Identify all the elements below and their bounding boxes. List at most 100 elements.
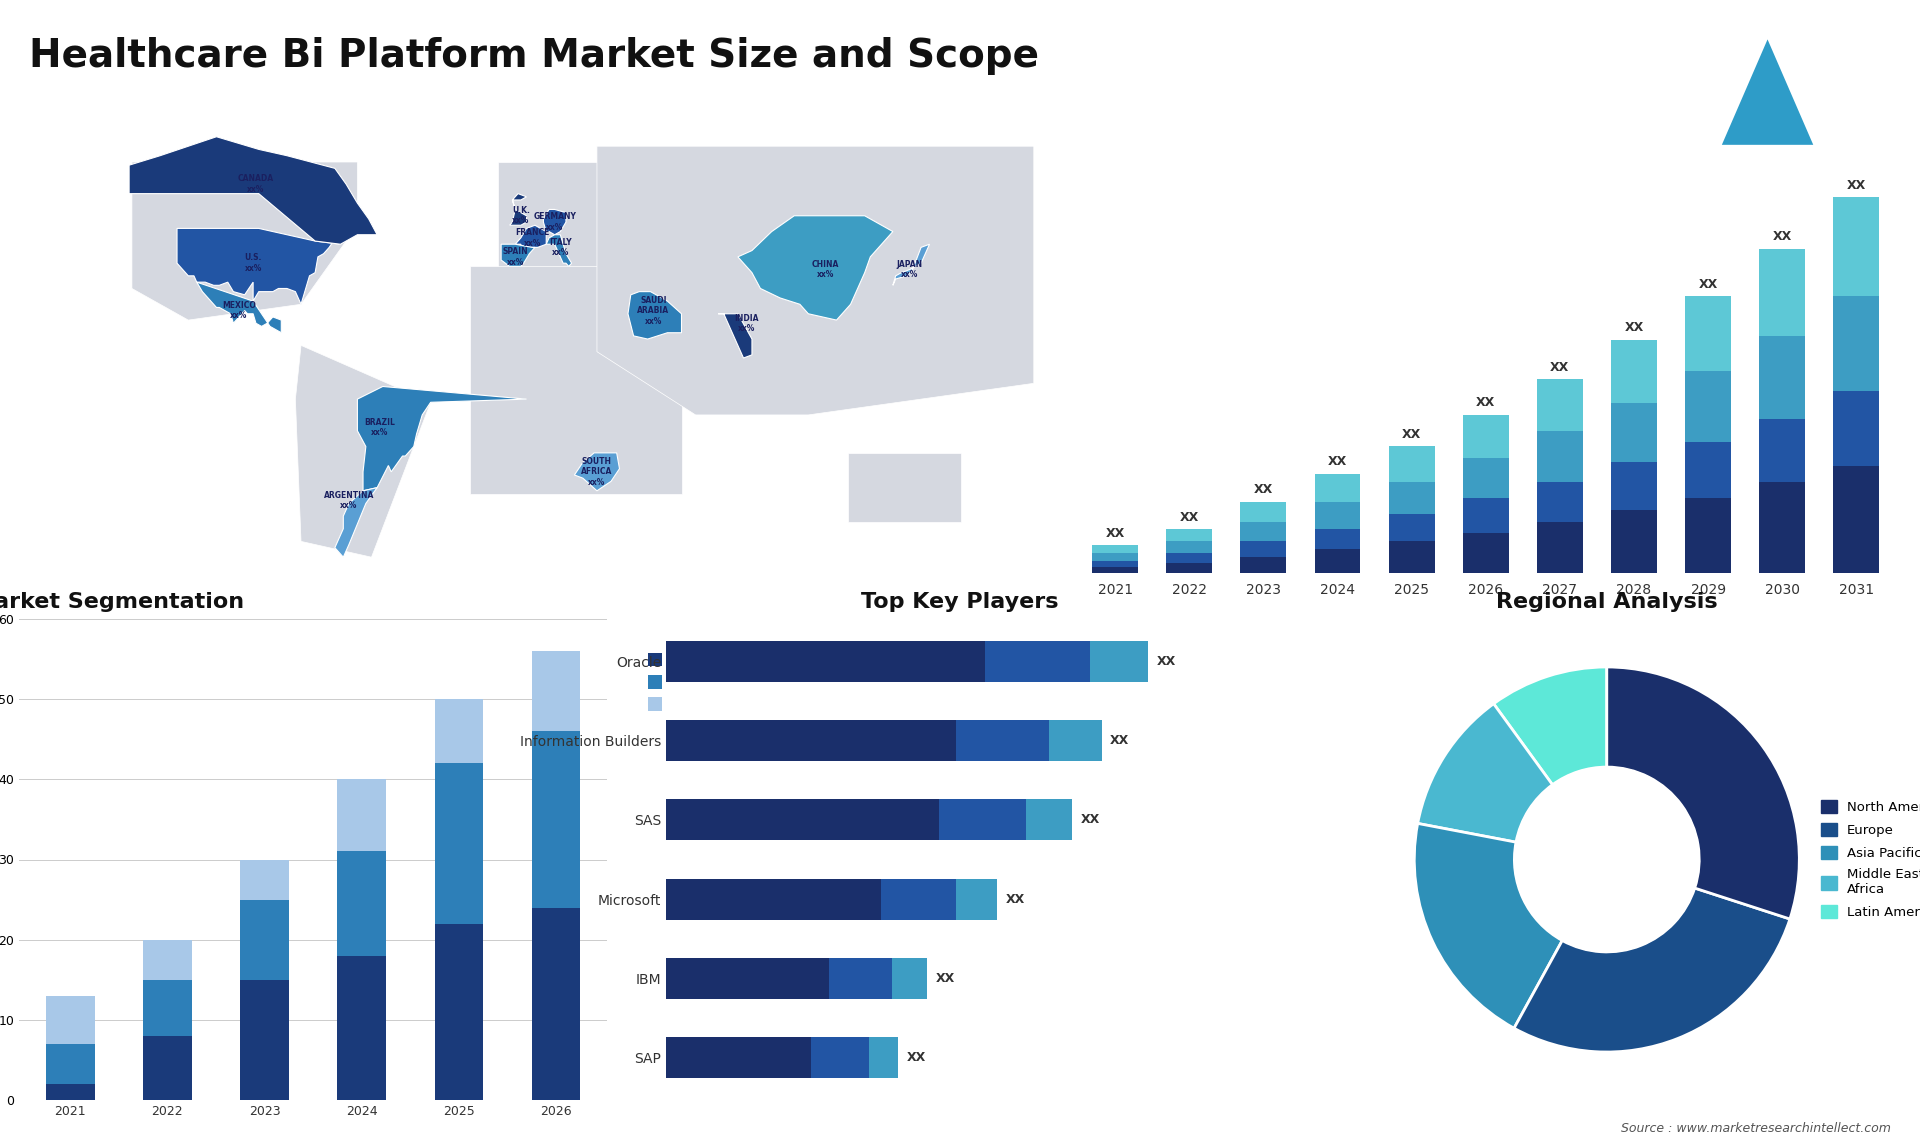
Text: JAPAN
xx%: JAPAN xx% <box>897 260 924 280</box>
Text: RESEARCH: RESEARCH <box>1824 85 1878 93</box>
Text: XX: XX <box>1106 527 1125 540</box>
Bar <box>1240 502 1286 521</box>
Bar <box>1025 799 1073 840</box>
Bar <box>666 641 985 682</box>
Text: BRAZIL
xx%: BRAZIL xx% <box>365 418 396 438</box>
Polygon shape <box>129 136 376 244</box>
Bar <box>1834 197 1880 296</box>
Text: Market Segmentation: Market Segmentation <box>0 591 244 612</box>
Bar <box>1611 462 1657 510</box>
Bar <box>46 996 94 1044</box>
Text: CHINA
xx%: CHINA xx% <box>812 260 839 280</box>
Text: INDIA
xx%: INDIA xx% <box>733 314 758 333</box>
Bar <box>881 879 956 920</box>
Bar <box>1240 541 1286 557</box>
Polygon shape <box>470 266 682 494</box>
Bar <box>532 731 580 908</box>
Text: XX: XX <box>906 1051 925 1065</box>
Polygon shape <box>196 282 282 332</box>
Polygon shape <box>177 228 340 305</box>
Bar <box>985 641 1091 682</box>
Text: XX: XX <box>1699 277 1718 290</box>
Bar <box>1091 641 1148 682</box>
Text: XX: XX <box>1156 654 1175 668</box>
Bar <box>1759 418 1805 482</box>
Text: MARKET: MARKET <box>1830 55 1872 64</box>
Bar <box>1315 549 1361 573</box>
Bar <box>434 924 484 1100</box>
Text: FRANCE
xx%: FRANCE xx% <box>515 228 549 248</box>
Bar <box>1536 521 1582 573</box>
Text: XX: XX <box>1476 397 1496 409</box>
Text: XX: XX <box>1624 321 1644 333</box>
Circle shape <box>1515 767 1699 952</box>
Bar <box>338 779 386 851</box>
Legend: Application, Product, Geography: Application, Product, Geography <box>643 650 755 717</box>
Bar <box>1165 541 1212 554</box>
Polygon shape <box>849 453 960 523</box>
Bar <box>956 720 1048 761</box>
Bar <box>240 900 288 980</box>
Bar <box>338 956 386 1100</box>
Wedge shape <box>1515 888 1789 1052</box>
Bar <box>1092 562 1139 567</box>
Bar <box>1388 482 1434 513</box>
Bar <box>1759 336 1805 418</box>
Polygon shape <box>574 453 620 490</box>
Bar <box>829 958 893 999</box>
Text: XX: XX <box>1847 179 1866 191</box>
Bar <box>1834 466 1880 573</box>
Wedge shape <box>1415 824 1563 1028</box>
Bar <box>666 720 956 761</box>
Bar <box>939 799 1025 840</box>
Bar <box>532 651 580 731</box>
Bar <box>666 879 881 920</box>
Bar <box>1463 458 1509 497</box>
Text: GERMANY
xx%: GERMANY xx% <box>534 212 576 231</box>
Bar <box>240 860 288 900</box>
Bar <box>810 1037 870 1078</box>
Polygon shape <box>737 215 893 320</box>
Bar <box>434 699 484 763</box>
Text: XX: XX <box>1081 814 1100 826</box>
Bar <box>1092 554 1139 562</box>
Bar <box>1611 510 1657 573</box>
Text: XX: XX <box>1772 230 1791 243</box>
Bar <box>1165 563 1212 573</box>
Bar <box>956 879 996 920</box>
Bar <box>144 940 192 980</box>
Polygon shape <box>893 244 929 285</box>
Text: XX: XX <box>1254 484 1273 496</box>
Text: ARGENTINA
xx%: ARGENTINA xx% <box>324 490 374 510</box>
Text: XX: XX <box>1110 735 1129 747</box>
Text: CANADA
xx%: CANADA xx% <box>238 174 275 194</box>
Bar <box>1165 529 1212 541</box>
Title: Top Key Players: Top Key Players <box>862 591 1058 612</box>
Bar <box>1388 447 1434 482</box>
Bar <box>893 958 927 999</box>
Bar <box>1834 296 1880 391</box>
Polygon shape <box>543 210 566 235</box>
Polygon shape <box>545 235 572 266</box>
Text: XX: XX <box>1179 511 1198 524</box>
Title: Regional Analysis: Regional Analysis <box>1496 591 1718 612</box>
Polygon shape <box>132 162 357 320</box>
Bar <box>1048 720 1102 761</box>
Text: SOUTH
AFRICA
xx%: SOUTH AFRICA xx% <box>582 457 612 487</box>
Wedge shape <box>1494 667 1607 785</box>
Polygon shape <box>334 488 376 557</box>
Bar <box>1611 339 1657 403</box>
Bar <box>666 799 939 840</box>
Polygon shape <box>1722 39 1812 144</box>
Bar <box>46 1084 94 1100</box>
Bar <box>144 980 192 1036</box>
Polygon shape <box>509 194 526 226</box>
Text: XX: XX <box>937 972 956 984</box>
Text: XX: XX <box>1329 455 1348 469</box>
Bar <box>1463 415 1509 458</box>
Bar <box>1315 474 1361 502</box>
Bar <box>1388 541 1434 573</box>
Bar <box>1686 371 1732 442</box>
Bar <box>240 980 288 1100</box>
Bar <box>1165 554 1212 563</box>
